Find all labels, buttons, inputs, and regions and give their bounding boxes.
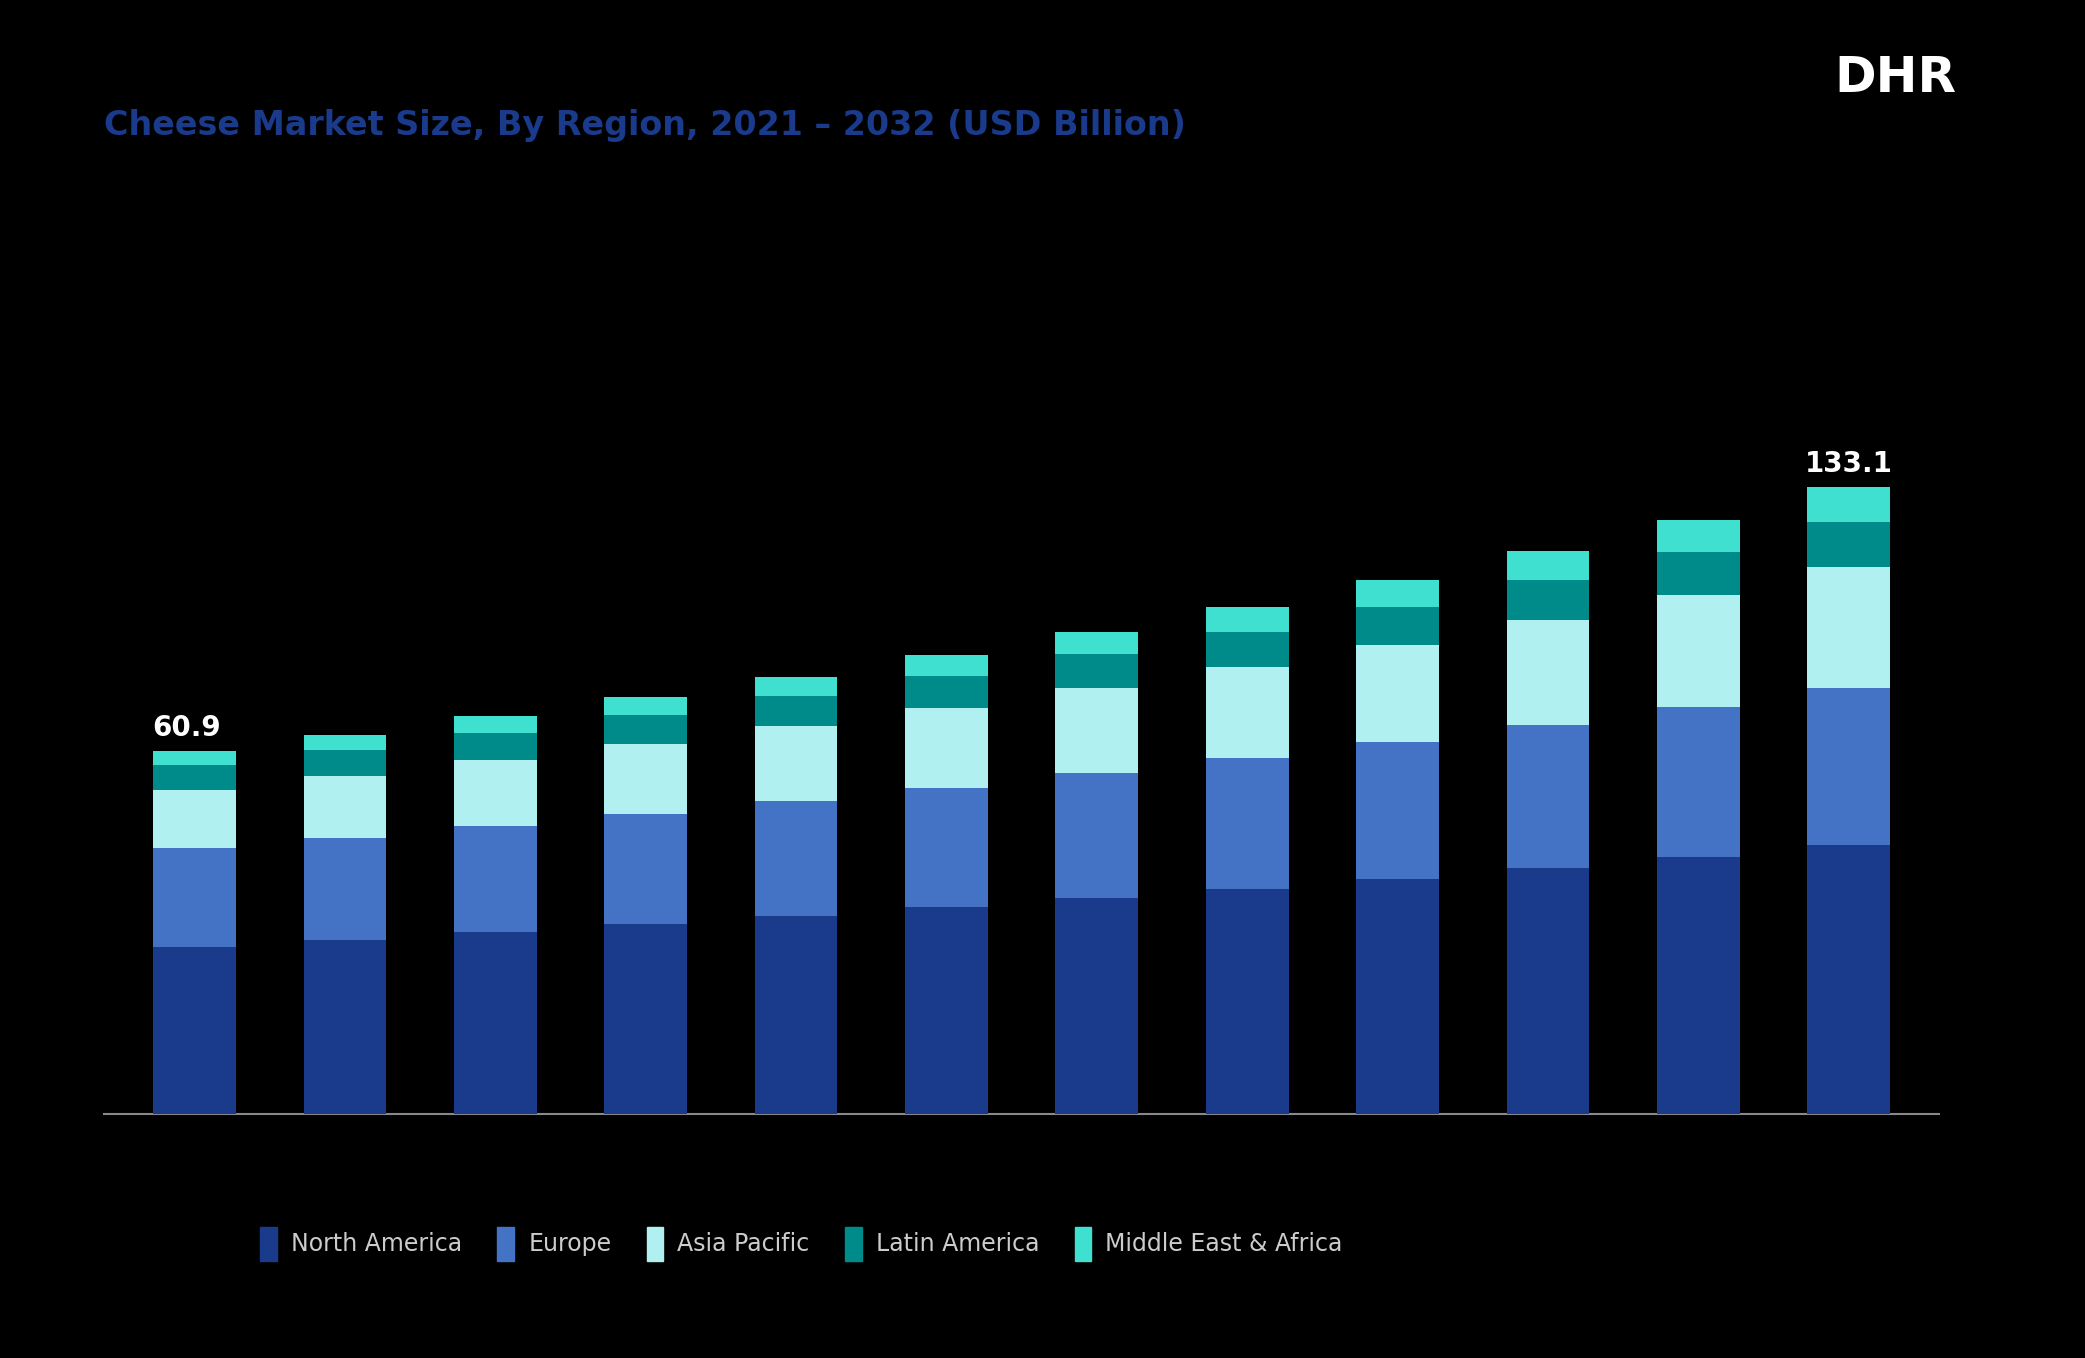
- Bar: [755, 676, 838, 695]
- Bar: [304, 838, 386, 940]
- Bar: [1055, 899, 1138, 1114]
- Bar: [1658, 708, 1739, 857]
- Text: 60.9: 60.9: [152, 714, 221, 741]
- Bar: [1808, 521, 1891, 568]
- Bar: [1055, 655, 1138, 689]
- Bar: [1055, 631, 1138, 655]
- Bar: [1507, 580, 1589, 621]
- Bar: [1355, 607, 1439, 645]
- Bar: [455, 733, 536, 760]
- Bar: [905, 676, 988, 708]
- Bar: [905, 788, 988, 907]
- Bar: [1658, 595, 1739, 708]
- Bar: [1355, 580, 1439, 607]
- Bar: [1507, 725, 1589, 868]
- Bar: [755, 695, 838, 727]
- Bar: [605, 813, 688, 923]
- Bar: [304, 750, 386, 777]
- Bar: [1808, 488, 1891, 521]
- Bar: [1808, 568, 1891, 689]
- Bar: [1658, 520, 1739, 551]
- Bar: [304, 940, 386, 1114]
- Bar: [755, 727, 838, 801]
- Bar: [1507, 868, 1589, 1114]
- Bar: [1205, 607, 1289, 631]
- Bar: [755, 801, 838, 915]
- Legend: North America, Europe, Asia Pacific, Latin America, Middle East & Africa: North America, Europe, Asia Pacific, Lat…: [250, 1218, 1353, 1270]
- Bar: [605, 744, 688, 813]
- Text: Cheese Market Size, By Region, 2021 – 2032 (USD Billion): Cheese Market Size, By Region, 2021 – 20…: [104, 109, 1186, 141]
- Bar: [152, 765, 236, 790]
- Bar: [1205, 889, 1289, 1114]
- Bar: [152, 947, 236, 1114]
- Bar: [905, 708, 988, 788]
- Bar: [1355, 645, 1439, 743]
- Bar: [755, 915, 838, 1114]
- Text: DHR: DHR: [1835, 54, 1958, 102]
- Bar: [1055, 773, 1138, 899]
- Bar: [455, 826, 536, 932]
- Bar: [905, 655, 988, 676]
- Bar: [1808, 845, 1891, 1114]
- Bar: [304, 735, 386, 750]
- Bar: [605, 697, 688, 716]
- Bar: [1205, 631, 1289, 667]
- Bar: [152, 790, 236, 849]
- Bar: [1205, 759, 1289, 889]
- Bar: [455, 760, 536, 826]
- Bar: [1205, 667, 1289, 759]
- Bar: [1355, 743, 1439, 879]
- Bar: [1507, 550, 1589, 580]
- Bar: [152, 849, 236, 947]
- Bar: [1355, 879, 1439, 1114]
- Bar: [1808, 689, 1891, 845]
- Text: 133.1: 133.1: [1806, 451, 1893, 478]
- Bar: [304, 777, 386, 838]
- Bar: [1055, 689, 1138, 773]
- Bar: [1507, 621, 1589, 725]
- Bar: [605, 716, 688, 744]
- Bar: [905, 907, 988, 1114]
- Bar: [1658, 857, 1739, 1114]
- Bar: [605, 923, 688, 1114]
- Bar: [455, 716, 536, 733]
- Bar: [1658, 551, 1739, 595]
- Bar: [152, 751, 236, 765]
- Bar: [455, 932, 536, 1114]
